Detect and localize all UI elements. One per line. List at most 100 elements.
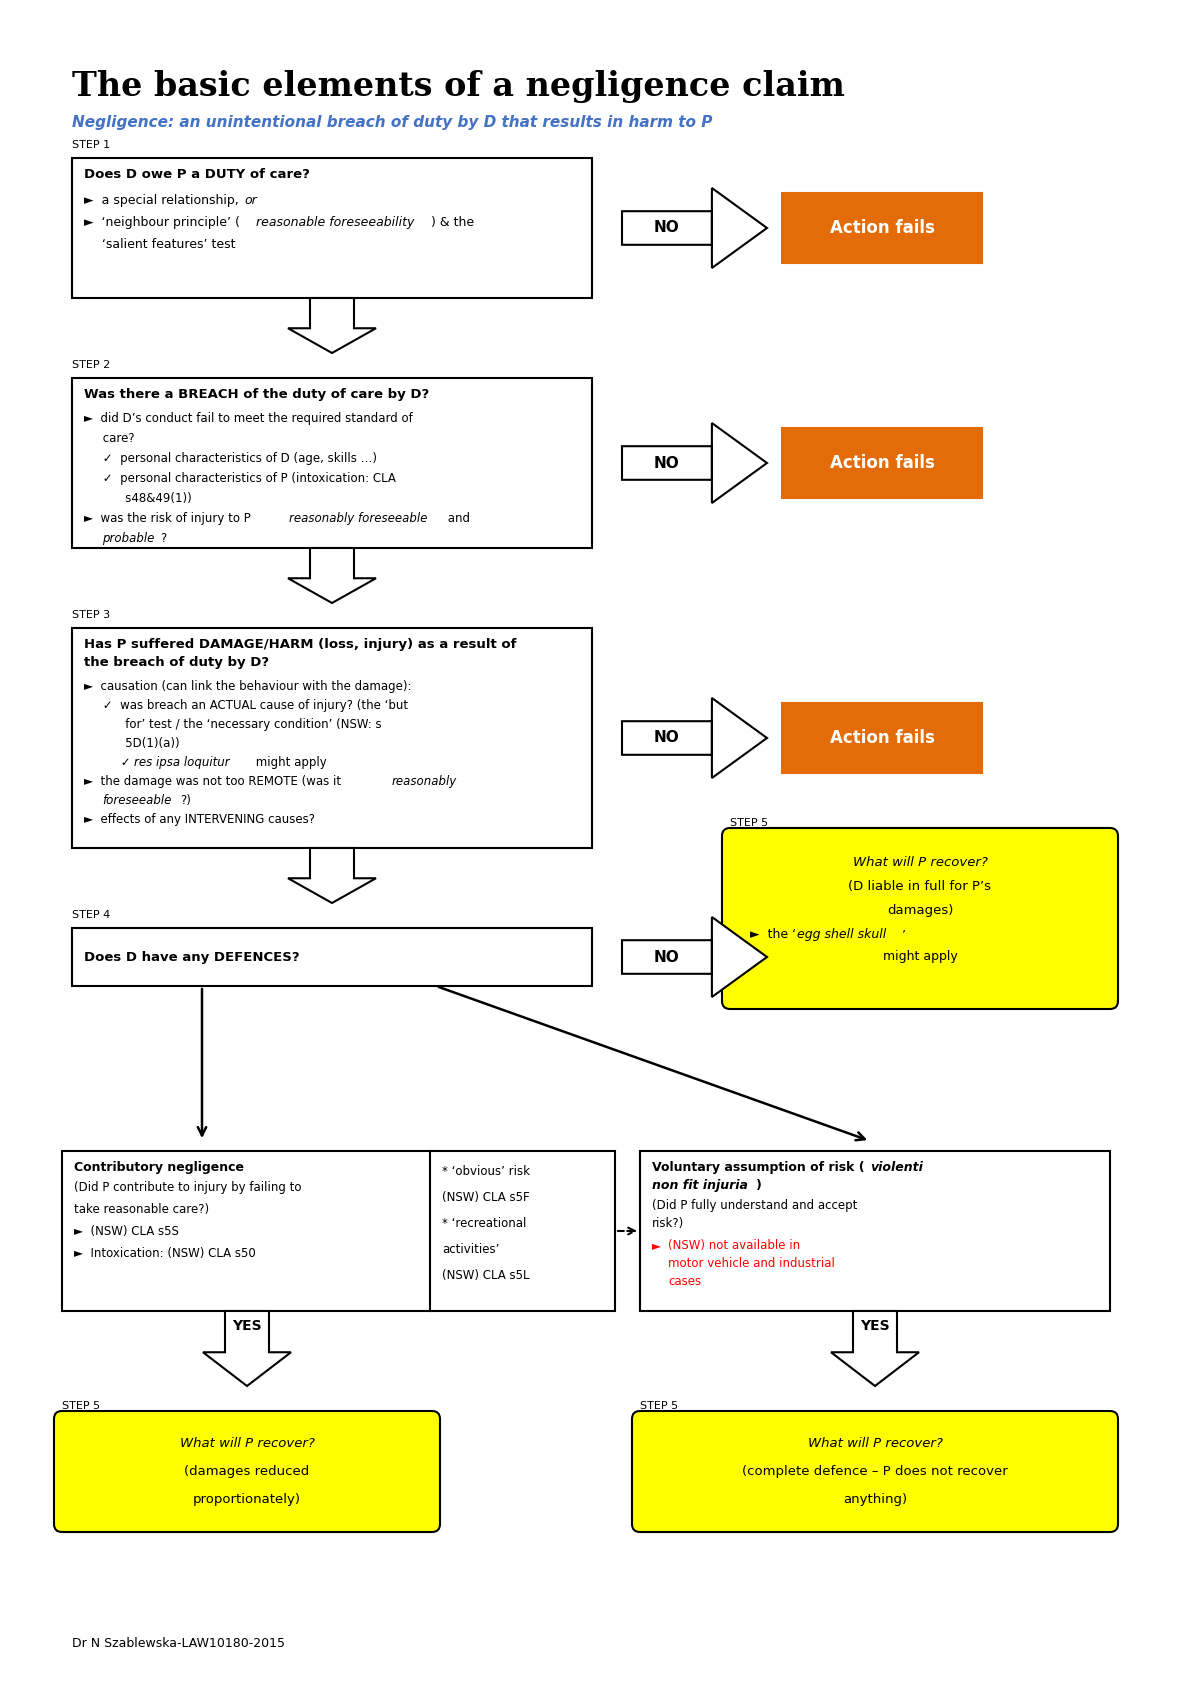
Text: or: or <box>244 193 257 207</box>
Text: proportionately): proportionately) <box>193 1493 301 1505</box>
Text: ►  did D’s conduct fail to meet the required standard of: ► did D’s conduct fail to meet the requi… <box>84 412 413 424</box>
Text: ✓  was breach an ACTUAL cause of injury? (the ‘but: ✓ was breach an ACTUAL cause of injury? … <box>84 699 408 713</box>
Text: * ‘obvious’ risk: * ‘obvious’ risk <box>442 1166 530 1178</box>
Polygon shape <box>288 548 376 602</box>
Text: the breach of duty by D?: the breach of duty by D? <box>84 657 269 669</box>
Bar <box>782 703 982 774</box>
Text: ’: ’ <box>902 928 906 942</box>
Text: reasonably: reasonably <box>392 776 457 787</box>
Text: YES: YES <box>860 1319 890 1334</box>
Text: NO: NO <box>654 455 680 470</box>
Bar <box>72 378 592 548</box>
Text: Contributory negligence: Contributory negligence <box>74 1161 244 1174</box>
Text: non fit injuria: non fit injuria <box>652 1179 748 1191</box>
Text: ►  the ‘: ► the ‘ <box>750 928 796 942</box>
Text: ‘salient features’ test: ‘salient features’ test <box>102 238 235 251</box>
Text: ►  Intoxication: (NSW) CLA s50: ► Intoxication: (NSW) CLA s50 <box>74 1247 256 1259</box>
Text: (NSW) not available in: (NSW) not available in <box>668 1239 800 1252</box>
Text: reasonably foreseeable: reasonably foreseeable <box>289 512 427 524</box>
Text: The basic elements of a negligence claim: The basic elements of a negligence claim <box>72 70 845 104</box>
Text: (damages reduced: (damages reduced <box>185 1465 310 1478</box>
Polygon shape <box>203 1312 292 1386</box>
Text: take reasonable care?): take reasonable care?) <box>74 1203 209 1217</box>
Text: Dr N Szablewska-LAW10180-2015: Dr N Szablewska-LAW10180-2015 <box>72 1638 286 1649</box>
Text: Was there a BREACH of the duty of care by D?: Was there a BREACH of the duty of care b… <box>84 389 430 400</box>
Text: Action fails: Action fails <box>829 730 935 747</box>
Bar <box>782 193 982 263</box>
Text: Action fails: Action fails <box>829 455 935 472</box>
Text: What will P recover?: What will P recover? <box>852 855 988 869</box>
Text: What will P recover?: What will P recover? <box>180 1437 314 1449</box>
Text: motor vehicle and industrial: motor vehicle and industrial <box>668 1257 835 1269</box>
Text: res ipsa loquitur: res ipsa loquitur <box>134 755 229 769</box>
Text: ✓: ✓ <box>102 755 138 769</box>
Text: Negligence: an unintentional breach of duty by D that results in harm to P: Negligence: an unintentional breach of d… <box>72 115 713 131</box>
Text: STEP 5: STEP 5 <box>62 1402 100 1410</box>
Text: cases: cases <box>668 1274 701 1288</box>
Text: and: and <box>444 512 470 524</box>
Text: reasonable foreseeability: reasonable foreseeability <box>256 216 414 229</box>
Text: risk?): risk?) <box>652 1217 684 1230</box>
Text: ►  causation (can link the behaviour with the damage):: ► causation (can link the behaviour with… <box>84 680 412 692</box>
Text: ?: ? <box>160 531 167 545</box>
Polygon shape <box>830 1312 919 1386</box>
Text: (D liable in full for P’s: (D liable in full for P’s <box>848 881 991 893</box>
Text: STEP 3: STEP 3 <box>72 609 110 619</box>
FancyBboxPatch shape <box>54 1410 440 1532</box>
Text: (NSW) CLA s5F: (NSW) CLA s5F <box>442 1191 529 1203</box>
Text: for’ test / the ‘necessary condition’ (NSW: s: for’ test / the ‘necessary condition’ (N… <box>84 718 382 731</box>
Text: Action fails: Action fails <box>829 219 935 238</box>
Text: damages): damages) <box>887 905 953 916</box>
Text: (NSW) CLA s5L: (NSW) CLA s5L <box>442 1269 529 1281</box>
FancyBboxPatch shape <box>722 828 1118 1010</box>
Text: care?: care? <box>84 433 134 445</box>
Text: (Did P contribute to injury by failing to: (Did P contribute to injury by failing t… <box>74 1181 301 1195</box>
Text: ►  effects of any INTERVENING causes?: ► effects of any INTERVENING causes? <box>84 813 314 826</box>
Text: STEP 1: STEP 1 <box>72 139 110 149</box>
Text: (Did P fully understand and accept: (Did P fully understand and accept <box>652 1200 857 1212</box>
Bar <box>640 1151 1110 1312</box>
Text: ►  a special relationship,: ► a special relationship, <box>84 193 242 207</box>
Text: ) & the: ) & the <box>431 216 474 229</box>
Bar <box>72 158 592 299</box>
Text: STEP 5: STEP 5 <box>730 818 768 828</box>
Text: NO: NO <box>654 221 680 236</box>
Text: ►  was the risk of injury to P: ► was the risk of injury to P <box>84 512 254 524</box>
Text: STEP 2: STEP 2 <box>72 360 110 370</box>
Text: ✓  personal characteristics of D (age, skills …): ✓ personal characteristics of D (age, sk… <box>84 451 377 465</box>
Text: ✓  personal characteristics of P (intoxication: CLA: ✓ personal characteristics of P (intoxic… <box>84 472 396 485</box>
Text: ►  the damage was not too REMOTE (was it: ► the damage was not too REMOTE (was it <box>84 776 344 787</box>
Text: probable: probable <box>102 531 155 545</box>
Text: (complete defence – P does not recover: (complete defence – P does not recover <box>742 1465 1008 1478</box>
Polygon shape <box>622 423 767 502</box>
Text: NO: NO <box>654 950 680 964</box>
Text: YES: YES <box>232 1319 262 1334</box>
Polygon shape <box>622 916 767 998</box>
Text: NO: NO <box>654 730 680 745</box>
Text: violenti: violenti <box>870 1161 923 1174</box>
Text: might apply: might apply <box>883 950 958 962</box>
Polygon shape <box>622 188 767 268</box>
Text: * ‘recreational: * ‘recreational <box>442 1217 527 1230</box>
Bar <box>72 628 592 848</box>
Text: egg shell skull: egg shell skull <box>797 928 887 942</box>
Text: foreseeable: foreseeable <box>102 794 172 808</box>
Text: ►: ► <box>652 1239 661 1252</box>
Bar <box>62 1151 432 1312</box>
Text: ?): ?) <box>180 794 191 808</box>
Text: Has P suffered DAMAGE/HARM (loss, injury) as a result of: Has P suffered DAMAGE/HARM (loss, injury… <box>84 638 516 652</box>
Bar <box>72 928 592 986</box>
Text: Voluntary assumption of risk (: Voluntary assumption of risk ( <box>652 1161 865 1174</box>
Text: What will P recover?: What will P recover? <box>808 1437 942 1449</box>
Text: Does D have any DEFENCES?: Does D have any DEFENCES? <box>84 950 300 964</box>
Text: STEP 5: STEP 5 <box>640 1402 678 1410</box>
Text: 5D(1)(a)): 5D(1)(a)) <box>84 736 180 750</box>
Text: ►  (NSW) CLA s5S: ► (NSW) CLA s5S <box>74 1225 179 1239</box>
Polygon shape <box>622 697 767 777</box>
Text: STEP 4: STEP 4 <box>72 910 110 920</box>
Bar <box>430 1151 616 1312</box>
Text: Does D owe P a DUTY of care?: Does D owe P a DUTY of care? <box>84 168 310 182</box>
Text: ►  ‘neighbour principle’ (: ► ‘neighbour principle’ ( <box>84 216 240 229</box>
Text: anything): anything) <box>842 1493 907 1505</box>
Bar <box>782 428 982 497</box>
